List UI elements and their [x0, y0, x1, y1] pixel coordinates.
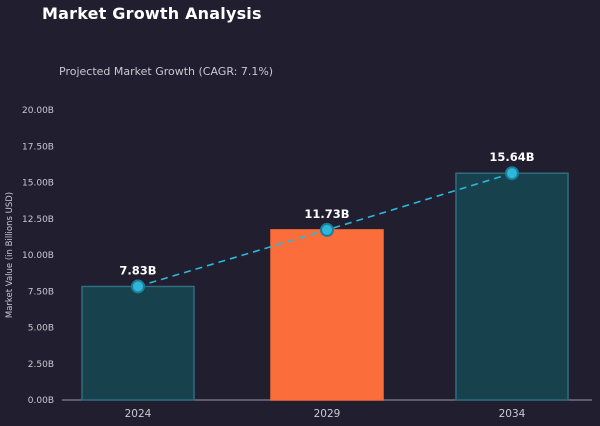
trend-marker	[320, 222, 334, 237]
chart-subtitle: Projected Market Growth (CAGR: 7.1%)	[59, 65, 274, 78]
y-tick-label: 17.50B	[22, 142, 54, 152]
x-tick-label: 2029	[314, 408, 341, 420]
chart-title: Market Growth Analysis	[42, 4, 262, 23]
y-tick-label: 2.50B	[28, 360, 54, 370]
x-tick-label: 2034	[499, 408, 526, 420]
value-label: 7.83B	[119, 263, 156, 277]
y-tick-label: 12.50B	[22, 215, 54, 225]
trend-marker	[505, 166, 519, 181]
y-tick-label: 7.50B	[28, 287, 54, 297]
y-tick-label: 5.00B	[28, 324, 54, 334]
value-label: 15.64B	[489, 150, 534, 164]
x-tick-label: 2024	[125, 408, 152, 420]
trend-marker	[131, 279, 145, 294]
y-tick-label: 10.00B	[22, 251, 54, 261]
bar-2034	[455, 172, 569, 401]
value-label: 11.73B	[304, 207, 349, 221]
bar-chart: 0.00B 2.50B 5.00B 7.50B 10.00B 12.50B 15.00B 17…	[22, 106, 592, 420]
bar-2029	[270, 229, 384, 401]
bar-2024	[81, 285, 195, 401]
y-tick-label: 20.00B	[22, 106, 54, 116]
y-tick-label: 15.00B	[22, 179, 54, 189]
y-tick-label: 0.00B	[28, 396, 54, 406]
